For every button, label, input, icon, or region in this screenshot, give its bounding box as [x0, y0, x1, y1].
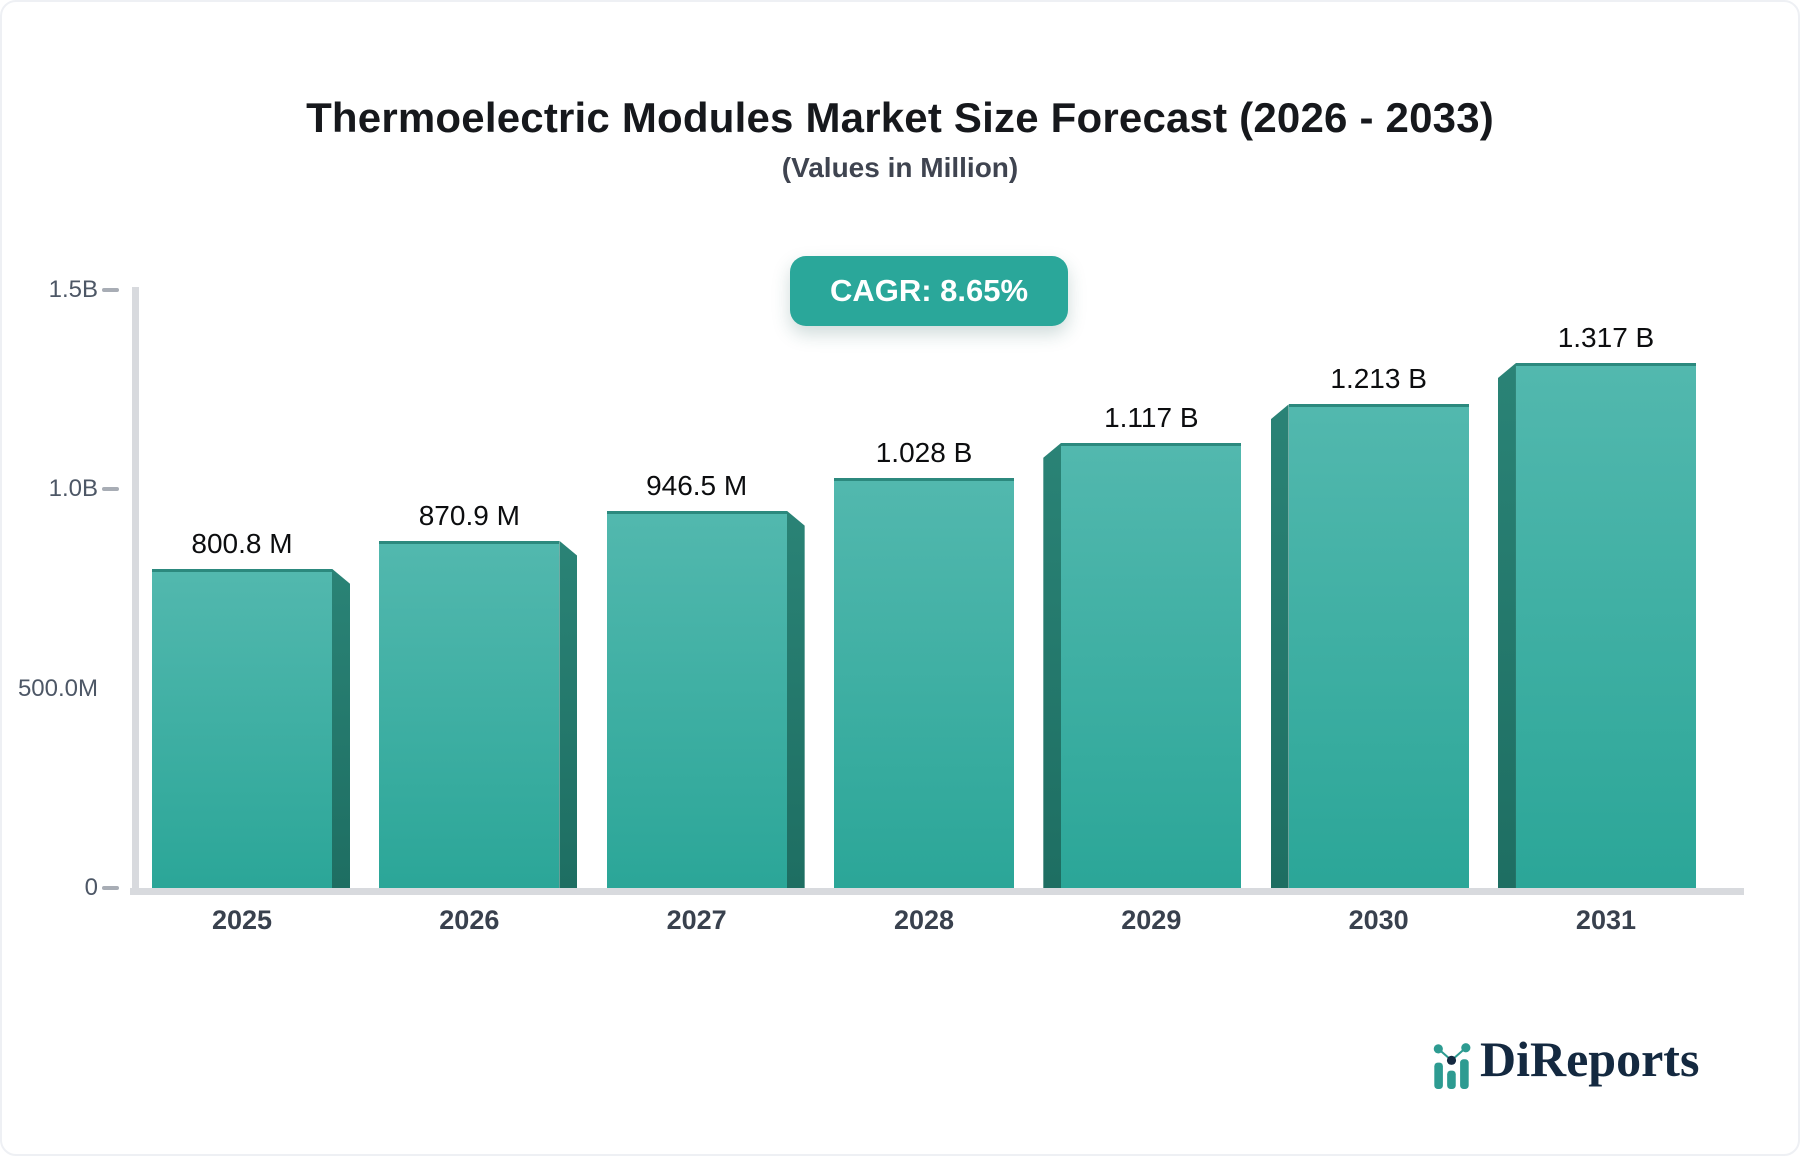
bar-2026	[379, 540, 560, 888]
value-label-2026: 870.9 M	[418, 499, 520, 531]
x-axis-label-2028: 2028	[893, 905, 955, 935]
bar-2027	[606, 510, 787, 888]
bar-bevel-2030	[1270, 404, 1289, 888]
x-axis-label-2027: 2027	[666, 905, 727, 935]
bar-bevel-2025	[332, 568, 350, 888]
cagr-badge: CAGR: 8.65%	[790, 256, 1068, 326]
bar-bevel-2026	[559, 540, 578, 888]
value-label-2027: 946.5 M	[646, 469, 748, 501]
x-axis-label-2029: 2029	[1121, 905, 1182, 935]
value-label-2031: 1.317 B	[1557, 321, 1655, 353]
logo-text: DiReports	[1480, 1031, 1700, 1087]
bar-line-chart-icon	[1433, 1043, 1471, 1089]
y-axis-tick-mark	[102, 288, 119, 292]
bar-bevel-2031	[1497, 362, 1516, 888]
page-title: Thermoelectric Modules Market Size Forec…	[306, 94, 1494, 141]
y-axis-line	[132, 287, 139, 895]
value-label-2028: 1.028 B	[875, 437, 973, 469]
x-axis-label-2026: 2026	[439, 905, 500, 935]
x-axis-label-2025: 2025	[211, 905, 273, 935]
y-axis-tick-mark	[102, 886, 119, 890]
bar-2029	[1061, 442, 1242, 888]
y-axis-tick-mark	[102, 487, 119, 492]
x-axis-label-2030: 2030	[1348, 905, 1409, 935]
direports-logo: DiReports	[1432, 1030, 1699, 1089]
bar-2030	[1288, 404, 1469, 888]
y-axis-tick-label: 0	[84, 874, 98, 901]
value-label-2029: 1.117 B	[1104, 401, 1199, 433]
bar-bevel-2029	[1043, 442, 1062, 888]
chart-subtitle: (Values in Million)	[781, 152, 1019, 183]
y-axis-tick-label: 1.0B	[48, 475, 98, 503]
bar-bevel-2027	[786, 510, 805, 888]
bar-2025	[152, 568, 332, 888]
y-axis-tick-label: 1.5B	[48, 276, 98, 303]
bar-2031	[1515, 362, 1696, 888]
value-label-2025: 800.8 M	[191, 527, 293, 559]
bar-2028	[833, 478, 1014, 888]
x-axis-baseline	[130, 888, 1744, 895]
y-axis-tick-label: 500.0M	[17, 674, 98, 702]
x-axis-label-2031: 2031	[1575, 905, 1636, 935]
value-label-2030: 1.213 B	[1330, 363, 1427, 395]
